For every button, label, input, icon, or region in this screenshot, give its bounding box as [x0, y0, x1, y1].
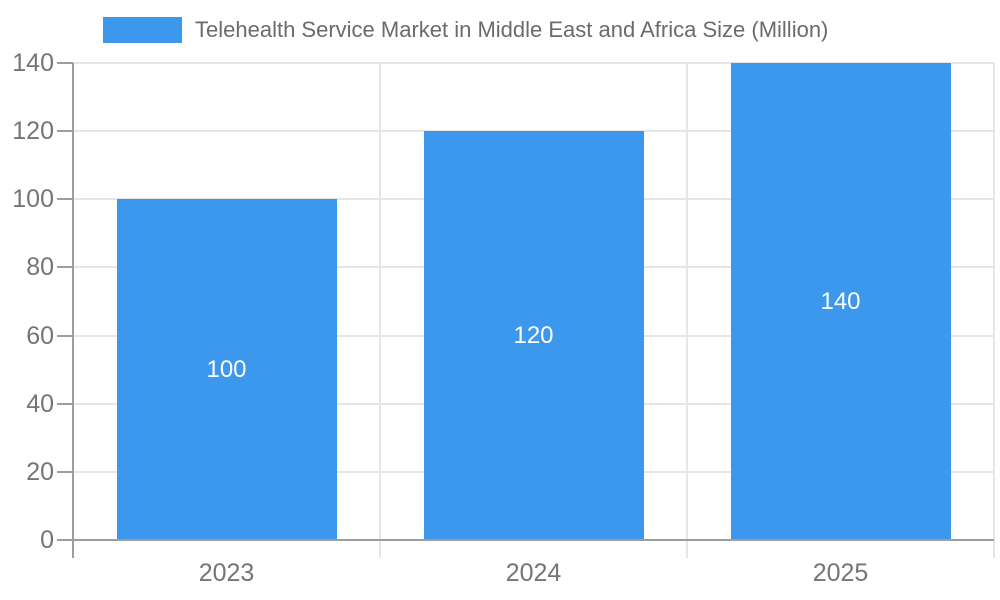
y-axis-label: 140 [12, 49, 54, 77]
bar[interactable] [116, 199, 337, 540]
gridline [993, 63, 995, 558]
legend-swatch [103, 17, 182, 43]
y-axis-label: 40 [26, 389, 54, 418]
y-tick [57, 198, 73, 201]
y-tick [57, 402, 73, 405]
y-axis-line [72, 63, 74, 558]
x-axis-label: 2023 [198, 559, 255, 587]
chart-legend: Telehealth Service Market in Middle East… [103, 17, 828, 43]
x-axis-label: 2024 [505, 559, 562, 587]
gridline [379, 63, 381, 558]
y-axis-label: 80 [26, 253, 54, 282]
gridline [73, 62, 994, 64]
y-axis-label: 0 [40, 526, 54, 554]
legend-label: Telehealth Service Market in Middle East… [195, 17, 829, 42]
gridline [686, 63, 688, 558]
y-tick [57, 334, 73, 337]
y-tick [57, 130, 73, 133]
y-axis-label: 60 [26, 321, 54, 350]
y-axis-label: 20 [26, 457, 54, 486]
x-axis-label: 2025 [812, 559, 869, 587]
y-tick [57, 62, 73, 64]
bar[interactable] [423, 131, 644, 540]
y-axis-label: 120 [12, 117, 54, 146]
bar-value-label: 100 [206, 355, 247, 383]
bar-value-label: 120 [513, 321, 554, 349]
y-tick [57, 470, 73, 473]
y-tick [57, 266, 73, 269]
bar-value-label: 140 [820, 287, 861, 315]
bar[interactable] [730, 63, 951, 540]
y-axis-label: 100 [12, 185, 54, 214]
x-axis-baseline [57, 539, 994, 541]
